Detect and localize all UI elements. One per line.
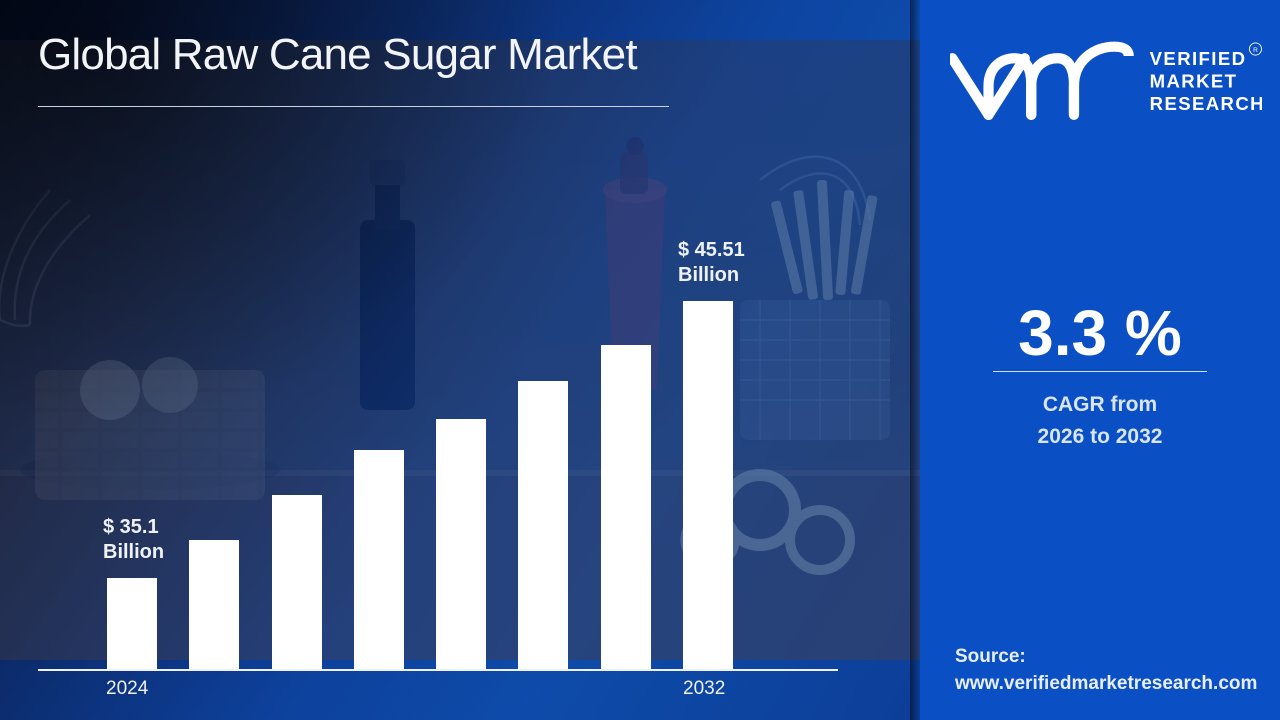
svg-text:RESEARCH: RESEARCH bbox=[1150, 93, 1262, 114]
svg-text:VERIFIED: VERIFIED bbox=[1150, 48, 1247, 69]
svg-text:R: R bbox=[1253, 47, 1258, 54]
svg-text:MARKET: MARKET bbox=[1150, 71, 1238, 92]
